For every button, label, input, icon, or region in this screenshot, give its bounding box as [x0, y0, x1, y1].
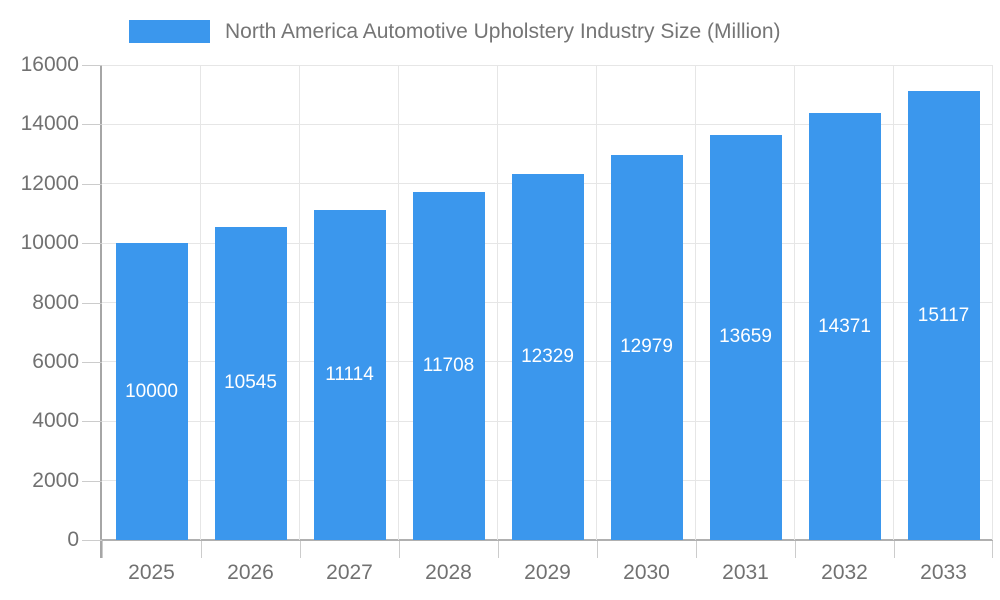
bar-value-label: 10000 — [125, 380, 178, 402]
y-gridline — [102, 64, 993, 66]
legend-label: North America Automotive Upholstery Indu… — [225, 19, 781, 43]
y-axis-line — [100, 65, 102, 558]
bar-value-label: 11708 — [422, 355, 475, 377]
x-axis-label: 2030 — [623, 561, 670, 584]
y-axis-label: 2000 — [32, 468, 79, 492]
bar-value-label: 12329 — [521, 345, 574, 367]
bar-value-label: 14371 — [818, 315, 871, 337]
x-gridline — [200, 65, 201, 540]
x-gridline — [398, 65, 399, 540]
x-gridline — [992, 65, 993, 540]
y-axis-label: 14000 — [20, 112, 79, 136]
x-axis-tick — [894, 541, 895, 558]
x-axis-label: 2033 — [920, 561, 967, 584]
x-axis-tick — [597, 541, 598, 558]
bar-2029[interactable]: 12329 — [511, 173, 584, 540]
bar-value-label: 13659 — [719, 326, 772, 348]
y-axis-tick — [82, 421, 102, 423]
y-axis-tick — [82, 183, 102, 185]
y-axis-label: 8000 — [32, 290, 79, 314]
x-axis-tick — [498, 541, 499, 558]
x-axis-line — [100, 539, 993, 541]
bar-2027[interactable]: 11114 — [313, 210, 386, 540]
x-axis-label: 2027 — [326, 561, 373, 584]
bar-value-label: 12979 — [620, 336, 673, 358]
y-axis-tick — [82, 124, 102, 126]
legend-swatch — [129, 20, 210, 43]
y-axis-tick — [82, 302, 102, 304]
y-axis-label: 16000 — [20, 53, 79, 76]
y-gridline — [102, 123, 993, 125]
legend: North America Automotive Upholstery Indu… — [129, 20, 781, 43]
x-axis-tick — [102, 541, 103, 558]
x-gridline — [893, 65, 894, 540]
bar-2026[interactable]: 10545 — [214, 226, 287, 540]
x-gridline — [299, 65, 300, 540]
y-axis-tick — [82, 65, 102, 66]
y-axis-tick — [82, 540, 102, 541]
x-axis-label: 2026 — [227, 561, 274, 584]
bar-value-label: 15117 — [917, 304, 970, 326]
bar-value-label: 11114 — [325, 364, 374, 386]
x-axis-tick — [300, 541, 301, 558]
x-axis-label: 2031 — [722, 561, 769, 584]
bar-2031[interactable]: 13659 — [709, 134, 782, 540]
bar-2030[interactable]: 12979 — [610, 154, 683, 540]
x-axis-tick — [201, 541, 202, 558]
x-gridline — [794, 65, 795, 540]
bar-2025[interactable]: 10000 — [115, 243, 188, 540]
x-axis-tick — [992, 541, 993, 558]
bar-2033[interactable]: 15117 — [907, 91, 980, 540]
y-axis-label: 10000 — [20, 231, 79, 255]
x-axis-label: 2028 — [425, 561, 472, 584]
y-axis-tick — [82, 480, 102, 482]
x-axis-tick — [696, 541, 697, 558]
y-axis-label: 12000 — [20, 171, 79, 195]
y-axis-tick — [82, 361, 102, 363]
bar-2028[interactable]: 11708 — [412, 192, 485, 540]
y-axis-label: 4000 — [32, 409, 79, 433]
bar-2032[interactable]: 14371 — [808, 113, 881, 540]
y-axis-label: 0 — [67, 528, 79, 551]
bar-value-label: 10545 — [224, 372, 277, 394]
y-axis-tick — [82, 243, 102, 245]
plot-area: 10000 10545 11114 11708 12329 12979 13659 14371… — [102, 64, 993, 540]
x-axis-tick — [399, 541, 400, 558]
x-gridline — [497, 65, 498, 540]
x-gridline — [695, 65, 696, 540]
x-axis-tick — [795, 541, 796, 558]
x-axis-label: 2032 — [821, 561, 868, 584]
x-axis-label: 2029 — [524, 561, 571, 584]
y-axis-label: 6000 — [32, 349, 79, 373]
x-gridline — [596, 65, 597, 540]
x-axis-label: 2025 — [128, 561, 175, 584]
